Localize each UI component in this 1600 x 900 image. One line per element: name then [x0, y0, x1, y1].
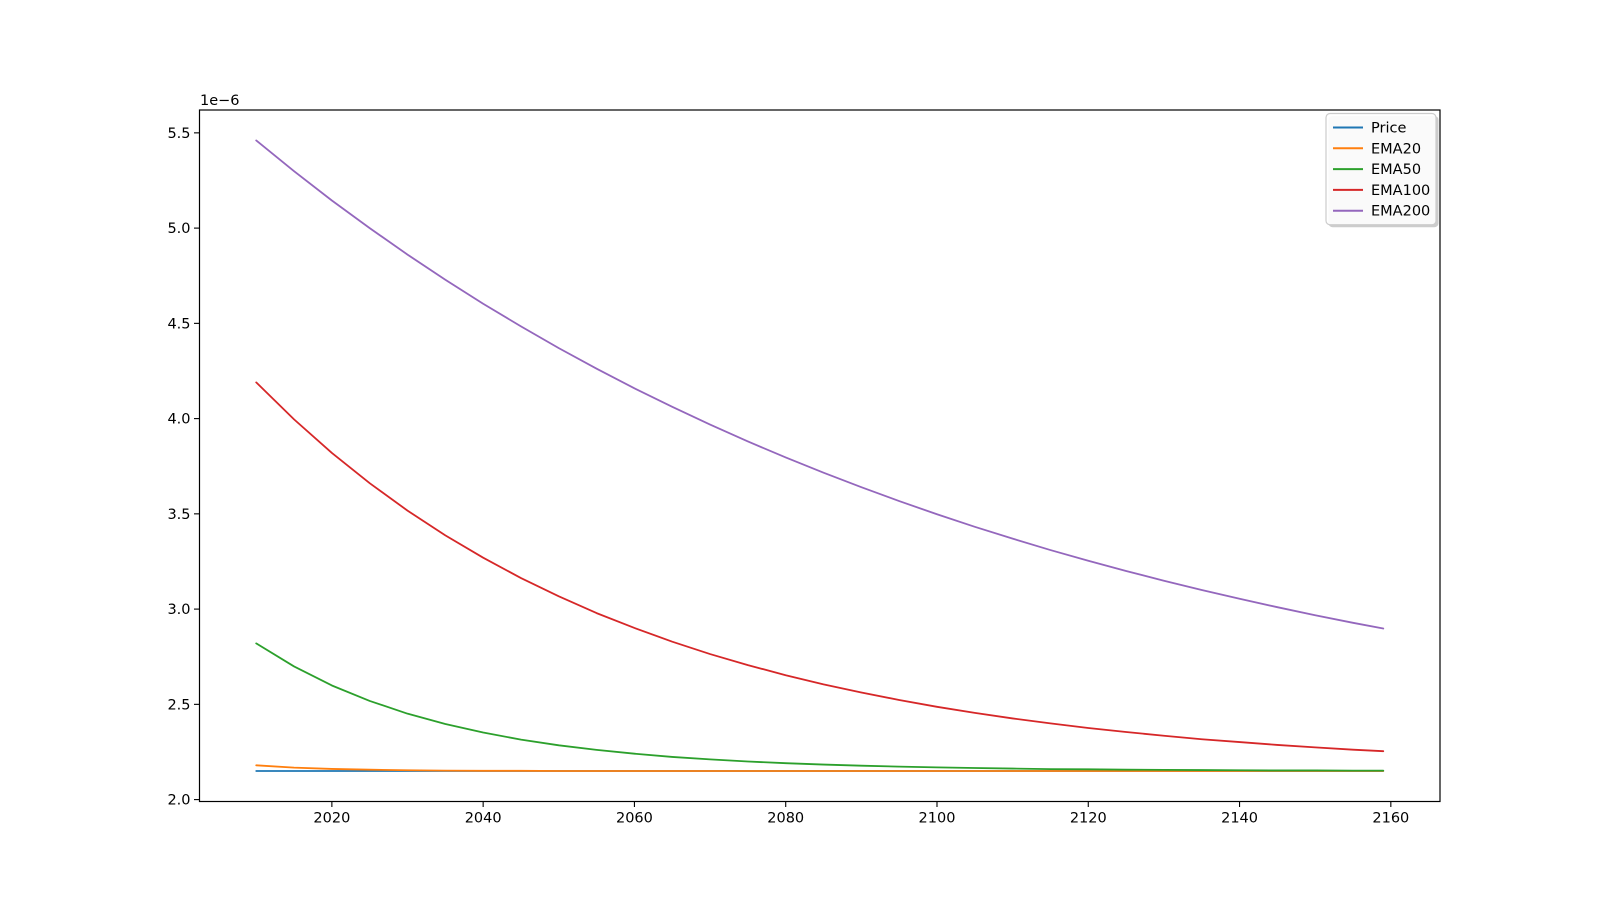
legend-label: EMA50 — [1371, 162, 1421, 178]
y-tick-label: 2.0 — [167, 793, 190, 809]
legend-entry-ema50: EMA50 — [1333, 162, 1421, 178]
x-tick-label: 2020 — [313, 811, 350, 827]
plot-area: 2020 2040 2060 2080 2100 2120 2140 2160 2.0 2.5 3.… — [167, 109, 1441, 827]
legend-box — [1325, 112, 1437, 226]
legend-entry-ema200: EMA200 — [1333, 204, 1430, 220]
legend-label: EMA200 — [1371, 204, 1430, 220]
axes-frame — [198, 109, 1441, 803]
y-tick-label: 4.0 — [167, 412, 190, 428]
legend-entry-ema100: EMA100 — [1333, 183, 1430, 199]
series-line-ema50 — [255, 642, 1385, 772]
legend: Price EMA20 EMA50 EMA100 EMA200 — [1325, 112, 1439, 228]
y-tick-label: 5.0 — [167, 221, 190, 237]
y-tick-label: 5.5 — [167, 126, 190, 142]
x-tick-label: 2060 — [616, 811, 653, 827]
x-tick-label: 2120 — [1070, 811, 1107, 827]
x-tick-label: 2040 — [465, 811, 502, 827]
legend-entry-price: Price — [1333, 121, 1406, 137]
legend-entry-ema20: EMA20 — [1333, 141, 1421, 157]
legend-label: Price — [1371, 121, 1406, 137]
x-tick-label: 2080 — [767, 811, 804, 827]
series-line-ema20 — [255, 764, 1385, 772]
y-axis-offset-label: 1e−6 — [200, 93, 240, 109]
legend-label: EMA20 — [1371, 141, 1421, 157]
x-tick-label: 2160 — [1372, 811, 1409, 827]
y-tick-label: 3.5 — [167, 507, 190, 523]
legend-label: EMA100 — [1371, 183, 1430, 199]
y-tick-label: 3.0 — [167, 602, 190, 618]
x-tick-label: 2100 — [919, 811, 956, 827]
x-tick-label: 2140 — [1221, 811, 1258, 827]
y-tick-label: 4.5 — [167, 316, 190, 332]
series-line-ema100 — [255, 381, 1385, 753]
series-line-ema200 — [255, 139, 1385, 630]
y-tick-label: 2.5 — [167, 697, 190, 713]
